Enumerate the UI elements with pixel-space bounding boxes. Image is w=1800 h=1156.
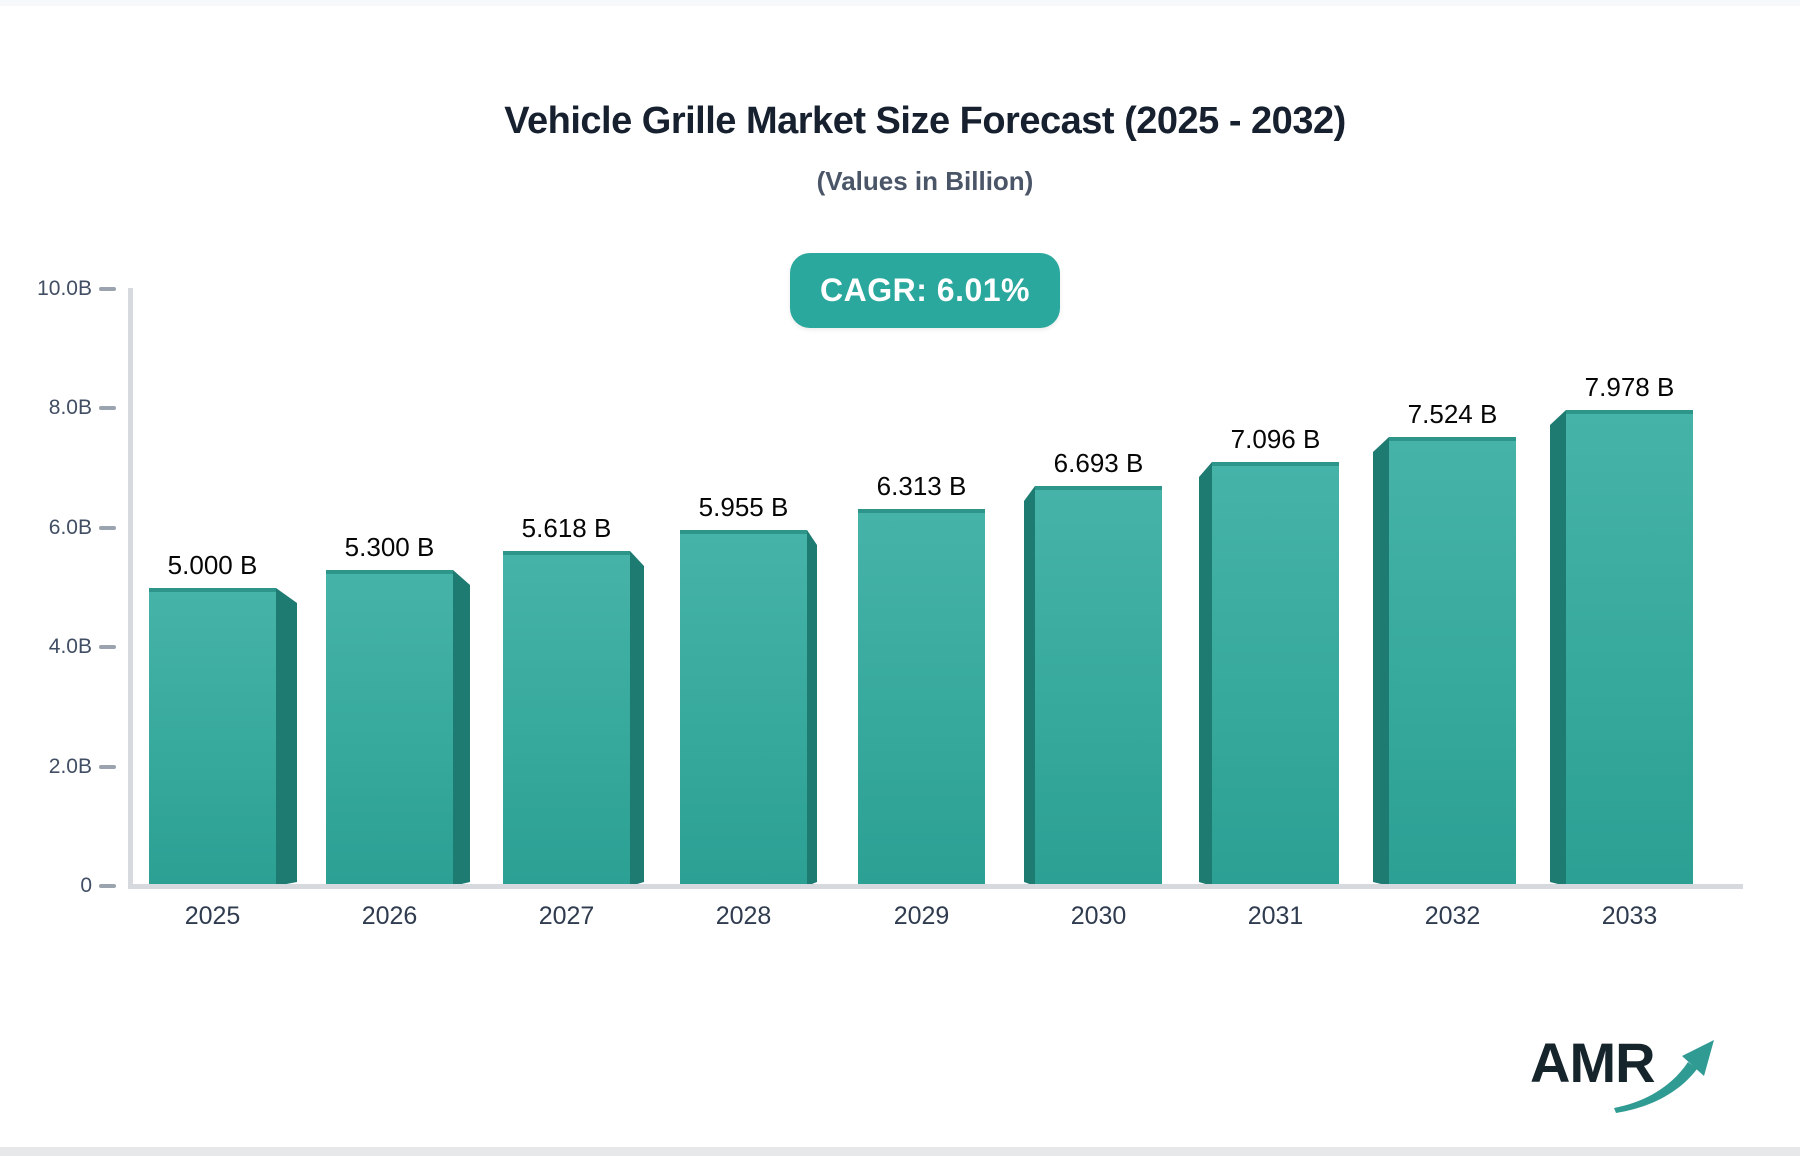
x-axis-label-2026: 2026 [361, 902, 418, 930]
y-axis-line [128, 288, 133, 889]
y-axis-tick [99, 764, 116, 769]
y-axis-tick-label: 6.0B [48, 515, 92, 539]
y-axis-tick-label: 0 [80, 874, 92, 897]
bar-value-label-2025: 5.000 B [167, 550, 258, 580]
x-axis-label-2029: 2029 [893, 902, 950, 930]
bar-2033[interactable] [1566, 410, 1693, 886]
x-axis-label-2033: 2033 [1601, 902, 1658, 930]
y-axis-tick-label: 4.0B [48, 635, 92, 659]
bar-value-label-2027: 5.618 B [521, 513, 612, 543]
cagr-badge-label: CAGR: 6.01% [820, 272, 1030, 308]
y-axis-tick [99, 884, 116, 888]
bar-2025[interactable] [149, 588, 276, 886]
y-axis-tick [99, 406, 116, 411]
x-axis-label-2028: 2028 [715, 902, 772, 930]
y-axis-tick [99, 525, 116, 530]
bar-2031[interactable] [1212, 462, 1339, 886]
bar-2029[interactable] [858, 509, 985, 886]
amr-logo-text: AMR [1530, 1031, 1656, 1094]
bar-2027[interactable] [503, 551, 630, 886]
bar-value-label-2032: 7.524 B [1407, 399, 1498, 429]
y-axis-tick-label: 10.0B [37, 277, 92, 300]
x-axis-label-2025: 2025 [184, 902, 241, 930]
bar-side-face-2025 [276, 588, 297, 886]
bar-value-label-2028: 5.955 B [698, 492, 789, 522]
bar-side-face-2031 [1199, 462, 1212, 886]
bar-2028[interactable] [680, 530, 807, 886]
bar-side-face-2026 [453, 570, 470, 886]
growth-arrow-icon [1614, 1040, 1714, 1113]
bar-side-face-2032 [1373, 437, 1389, 886]
amr-logo: AMR [1530, 1028, 1740, 1118]
y-axis-tick-label: 2.0B [48, 754, 92, 778]
bar-side-face-2030 [1024, 486, 1035, 886]
bar-value-label-2026: 5.300 B [344, 532, 435, 562]
x-axis-label-2031: 2031 [1247, 902, 1304, 930]
x-axis-line [128, 884, 1743, 889]
bar-value-label-2029: 6.313 B [876, 471, 967, 501]
x-axis-label-2030: 2030 [1070, 902, 1127, 930]
x-axis-label-2032: 2032 [1424, 902, 1481, 930]
y-axis-tick-label: 8.0B [48, 396, 92, 420]
bar-side-face-2027 [630, 551, 644, 886]
bar-value-label-2033: 7.978 B [1584, 372, 1675, 402]
cagr-badge: CAGR: 6.01% [790, 253, 1060, 328]
chart-subtitle: (Values in Billion) [816, 166, 1034, 196]
x-axis-label-2027: 2027 [538, 902, 595, 930]
bar-2026[interactable] [326, 570, 453, 886]
y-axis-tick [99, 287, 116, 291]
bottom-edge-strip [0, 1147, 1800, 1156]
page-title: Vehicle Grille Market Size Forecast (202… [504, 100, 1346, 142]
bar-2032[interactable] [1389, 437, 1516, 886]
bar-side-face-2028 [807, 530, 817, 886]
y-axis-tick [99, 645, 116, 650]
bar-2030[interactable] [1035, 486, 1162, 886]
bar-value-label-2031: 7.096 B [1230, 424, 1321, 454]
bar-side-face-2033 [1550, 410, 1566, 886]
top-edge-strip [0, 0, 1800, 6]
bar-value-label-2030: 6.693 B [1053, 448, 1144, 478]
